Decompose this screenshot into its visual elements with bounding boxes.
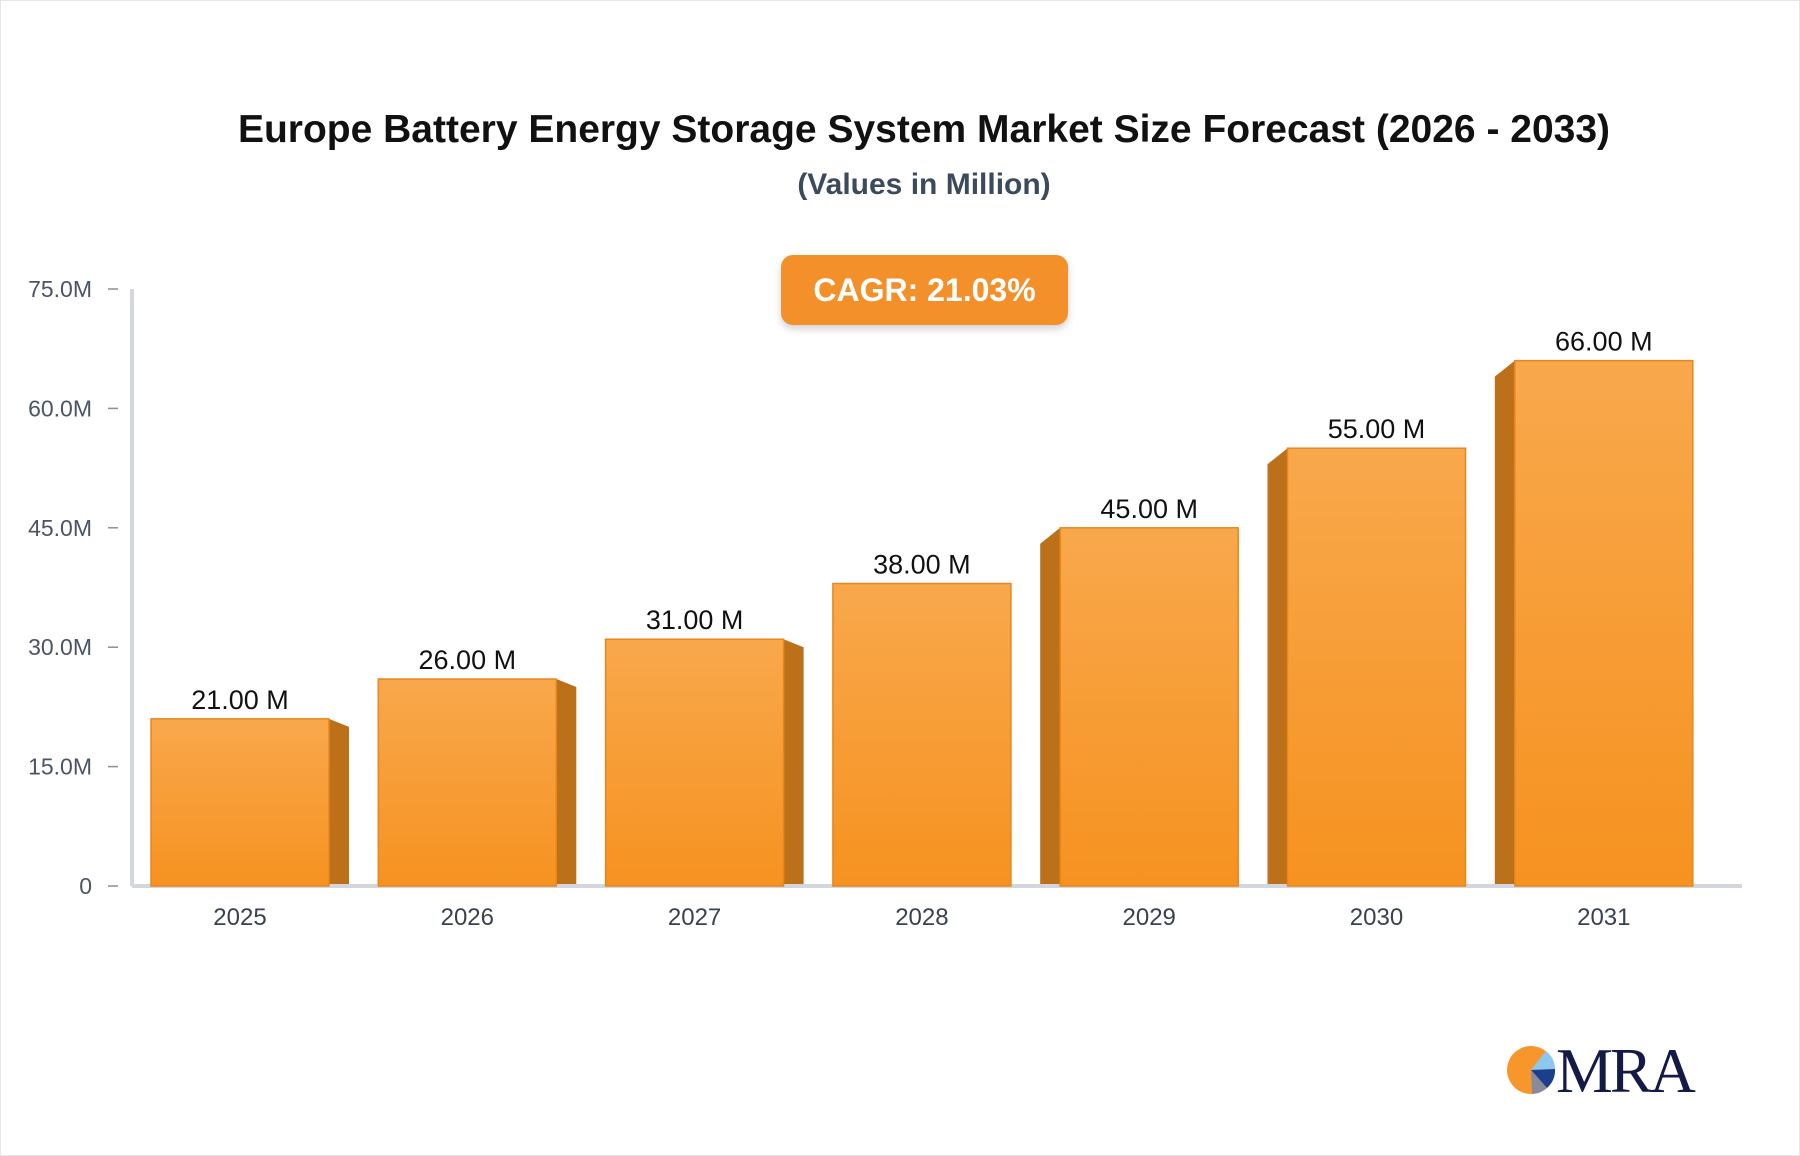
data-label: 26.00 M bbox=[419, 645, 517, 675]
data-label: 45.00 M bbox=[1100, 494, 1198, 524]
x-tick-label: 2025 bbox=[213, 904, 266, 931]
y-tick-label: 15.0M bbox=[28, 754, 92, 780]
bar-side bbox=[783, 639, 804, 884]
data-label: 66.00 M bbox=[1555, 327, 1653, 357]
bar-side bbox=[556, 679, 577, 884]
bar-2027 bbox=[604, 638, 785, 887]
bar-2025 bbox=[150, 718, 330, 887]
bar-side bbox=[1267, 448, 1288, 884]
bar-2028 bbox=[832, 582, 1012, 887]
x-tick-label: 2029 bbox=[1123, 904, 1176, 931]
mra-logo: MRA bbox=[1506, 1035, 1696, 1106]
bar-2031 bbox=[1514, 359, 1694, 887]
data-label: 55.00 M bbox=[1328, 414, 1426, 444]
cagr-badge: CAGR: 21.03% bbox=[781, 255, 1068, 325]
y-tick-label: 75.0M bbox=[28, 276, 92, 302]
data-label: 21.00 M bbox=[191, 685, 289, 715]
x-tick-label: 2026 bbox=[441, 904, 494, 931]
y-tick-label: 0 bbox=[79, 873, 92, 899]
x-tick-label: 2031 bbox=[1577, 904, 1630, 931]
bar-2026 bbox=[377, 678, 558, 887]
data-label: 31.00 M bbox=[646, 605, 744, 635]
bar-side bbox=[1494, 360, 1515, 884]
bar-side bbox=[329, 718, 349, 884]
chart-subtitle: (Values in Million) bbox=[797, 168, 1051, 201]
y-tick-label: 45.0M bbox=[28, 515, 92, 541]
bar-2029 bbox=[1059, 527, 1239, 887]
data-label: 38.00 M bbox=[873, 550, 971, 580]
chart-title: Europe Battery Energy Storage System Mar… bbox=[237, 108, 1611, 151]
pie-logo-icon bbox=[1507, 1046, 1556, 1094]
y-tick-label: 30.0M bbox=[28, 634, 92, 660]
y-tick-label: 60.0M bbox=[28, 395, 92, 421]
x-tick-label: 2027 bbox=[668, 904, 721, 931]
bar-2030 bbox=[1286, 447, 1467, 887]
bar-side bbox=[1040, 527, 1061, 884]
x-tick-label: 2030 bbox=[1350, 904, 1403, 931]
x-tick-label: 2028 bbox=[895, 904, 948, 931]
logo-text: MRA bbox=[1556, 1035, 1696, 1106]
